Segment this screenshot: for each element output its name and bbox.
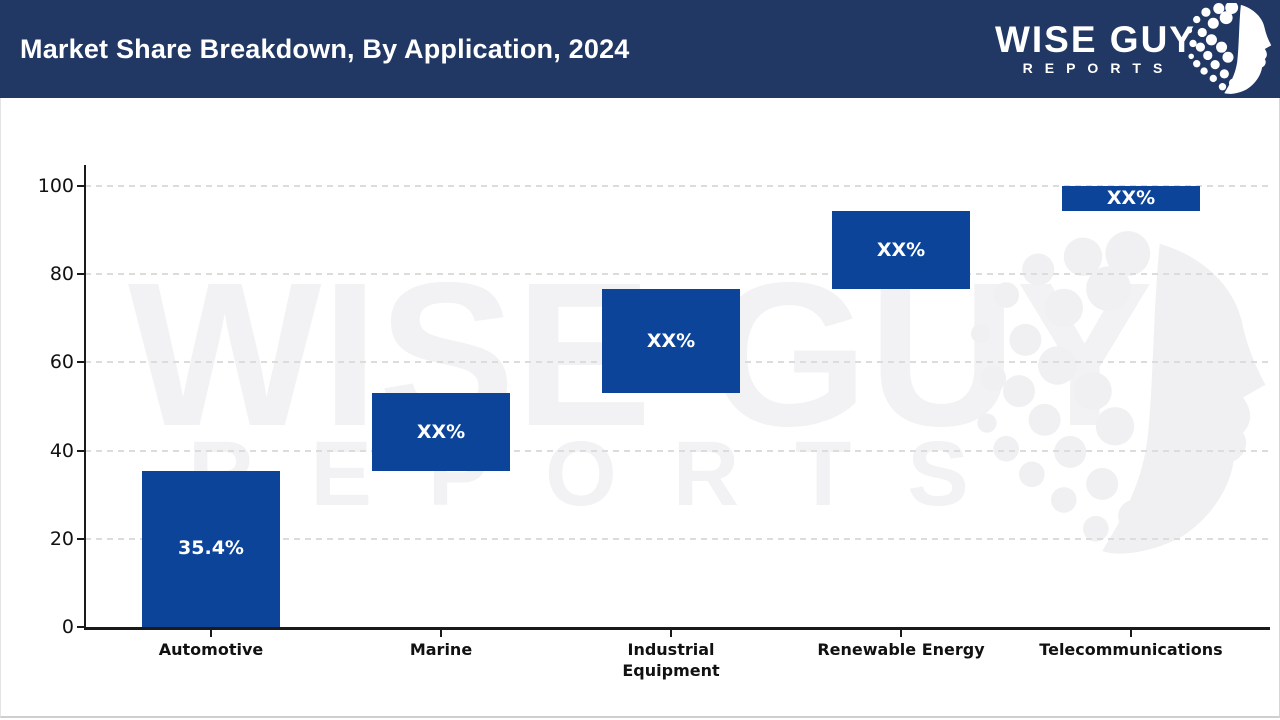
bar-industrial-equipment: XX% xyxy=(602,289,740,394)
x-tick-label-telecommunications: Telecommunications xyxy=(1039,640,1223,659)
y-axis-line xyxy=(84,165,86,630)
y-tick-20 xyxy=(77,537,85,540)
x-tick-industrial-equipment xyxy=(670,629,672,637)
gridline-40 xyxy=(85,449,1270,452)
brand-name-text: WISE GUY xyxy=(994,19,1196,61)
y-tick-60 xyxy=(77,361,85,364)
y-tick-label-20: 20 xyxy=(49,527,74,550)
x-tick-label-marine: Marine xyxy=(409,640,473,659)
bar-label-marine: XX% xyxy=(416,420,466,443)
watermark-face-icon xyxy=(971,231,1266,554)
y-tick-label-0: 0 xyxy=(61,616,74,638)
x-tick-label-automotive: Automotive xyxy=(158,640,264,659)
x-tick-renewable-energy xyxy=(900,629,902,637)
bar-automotive: 35.4% xyxy=(142,470,280,627)
y-tick-label-100: 100 xyxy=(37,175,74,197)
gridline-100 xyxy=(85,185,1270,187)
watermark-reports-text: REPORTS xyxy=(188,423,1025,525)
bar-telecommunications: XX% xyxy=(1062,186,1200,212)
y-tick-0 xyxy=(77,626,85,628)
gridline-80 xyxy=(85,273,1270,276)
bar-renewable-energy: XX% xyxy=(832,211,970,290)
y-tick-label-40: 40 xyxy=(49,439,74,462)
y-tick-100 xyxy=(77,185,85,187)
bar-marine: XX% xyxy=(372,393,510,471)
brand-wordmark: WISE GUY REPORTS xyxy=(994,19,1196,77)
x-tick-label-renewable-energy: Renewable Energy xyxy=(817,640,985,659)
bar-label-automotive: 35.4% xyxy=(178,537,244,560)
page-title: Market Share Breakdown, By Application, … xyxy=(20,33,630,64)
bar-label-telecommunications: XX% xyxy=(1106,187,1156,210)
x-tick-telecommunications xyxy=(1130,629,1132,637)
brand-face-icon xyxy=(1186,3,1272,94)
x-tick-label-industrial-equipment: Industrial Equipment xyxy=(622,640,720,680)
brand-reports-text: REPORTS xyxy=(1022,60,1175,77)
x-tick-automotive xyxy=(210,629,212,637)
y-tick-40 xyxy=(77,449,85,452)
y-tick-label-80: 80 xyxy=(49,263,74,286)
y-tick-80 xyxy=(77,273,85,276)
brand-logo: WISE GUY REPORTS xyxy=(995,0,1274,98)
bar-label-industrial-equipment: XX% xyxy=(646,329,696,352)
y-tick-label-60: 60 xyxy=(49,351,74,374)
bar-label-renewable-energy: XX% xyxy=(876,238,926,261)
x-axis-line xyxy=(84,627,1270,630)
header-bar: Market Share Breakdown, By Application, … xyxy=(0,0,1280,98)
x-tick-marine xyxy=(440,629,442,637)
gridline-20 xyxy=(85,537,1270,540)
